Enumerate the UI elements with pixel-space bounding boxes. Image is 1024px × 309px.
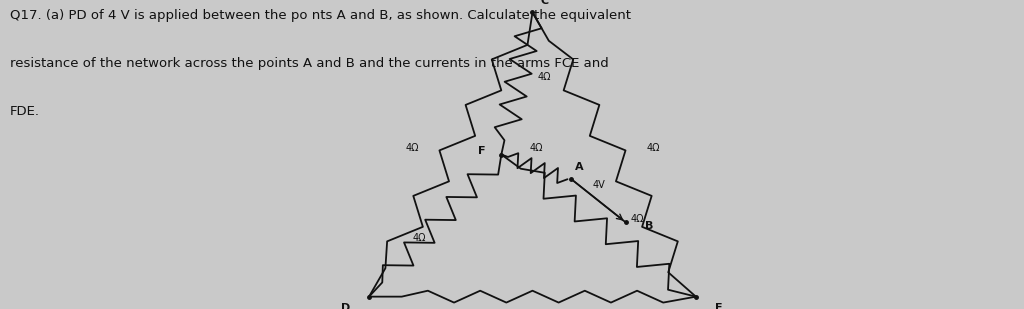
Text: FDE.: FDE. [10, 105, 40, 118]
Text: 4Ω: 4Ω [413, 233, 426, 243]
Text: 4Ω: 4Ω [646, 143, 659, 153]
Text: Q17. (a) PD of 4 V is applied between the po nts A and B, as shown. Calculate th: Q17. (a) PD of 4 V is applied between th… [10, 9, 631, 22]
Text: 4Ω: 4Ω [406, 143, 419, 153]
Text: D: D [341, 303, 350, 309]
Text: 4Ω: 4Ω [631, 214, 644, 224]
Text: B: B [645, 221, 653, 231]
Text: 4V: 4V [592, 180, 605, 190]
Text: 4Ω: 4Ω [538, 72, 551, 82]
Text: resistance of the network across the points A and B and the currents in the arms: resistance of the network across the poi… [10, 57, 609, 70]
Text: 4Ω: 4Ω [529, 143, 543, 153]
Text: C: C [540, 0, 548, 6]
Text: E: E [716, 303, 723, 309]
Text: A: A [574, 162, 584, 172]
Text: F: F [478, 146, 485, 156]
